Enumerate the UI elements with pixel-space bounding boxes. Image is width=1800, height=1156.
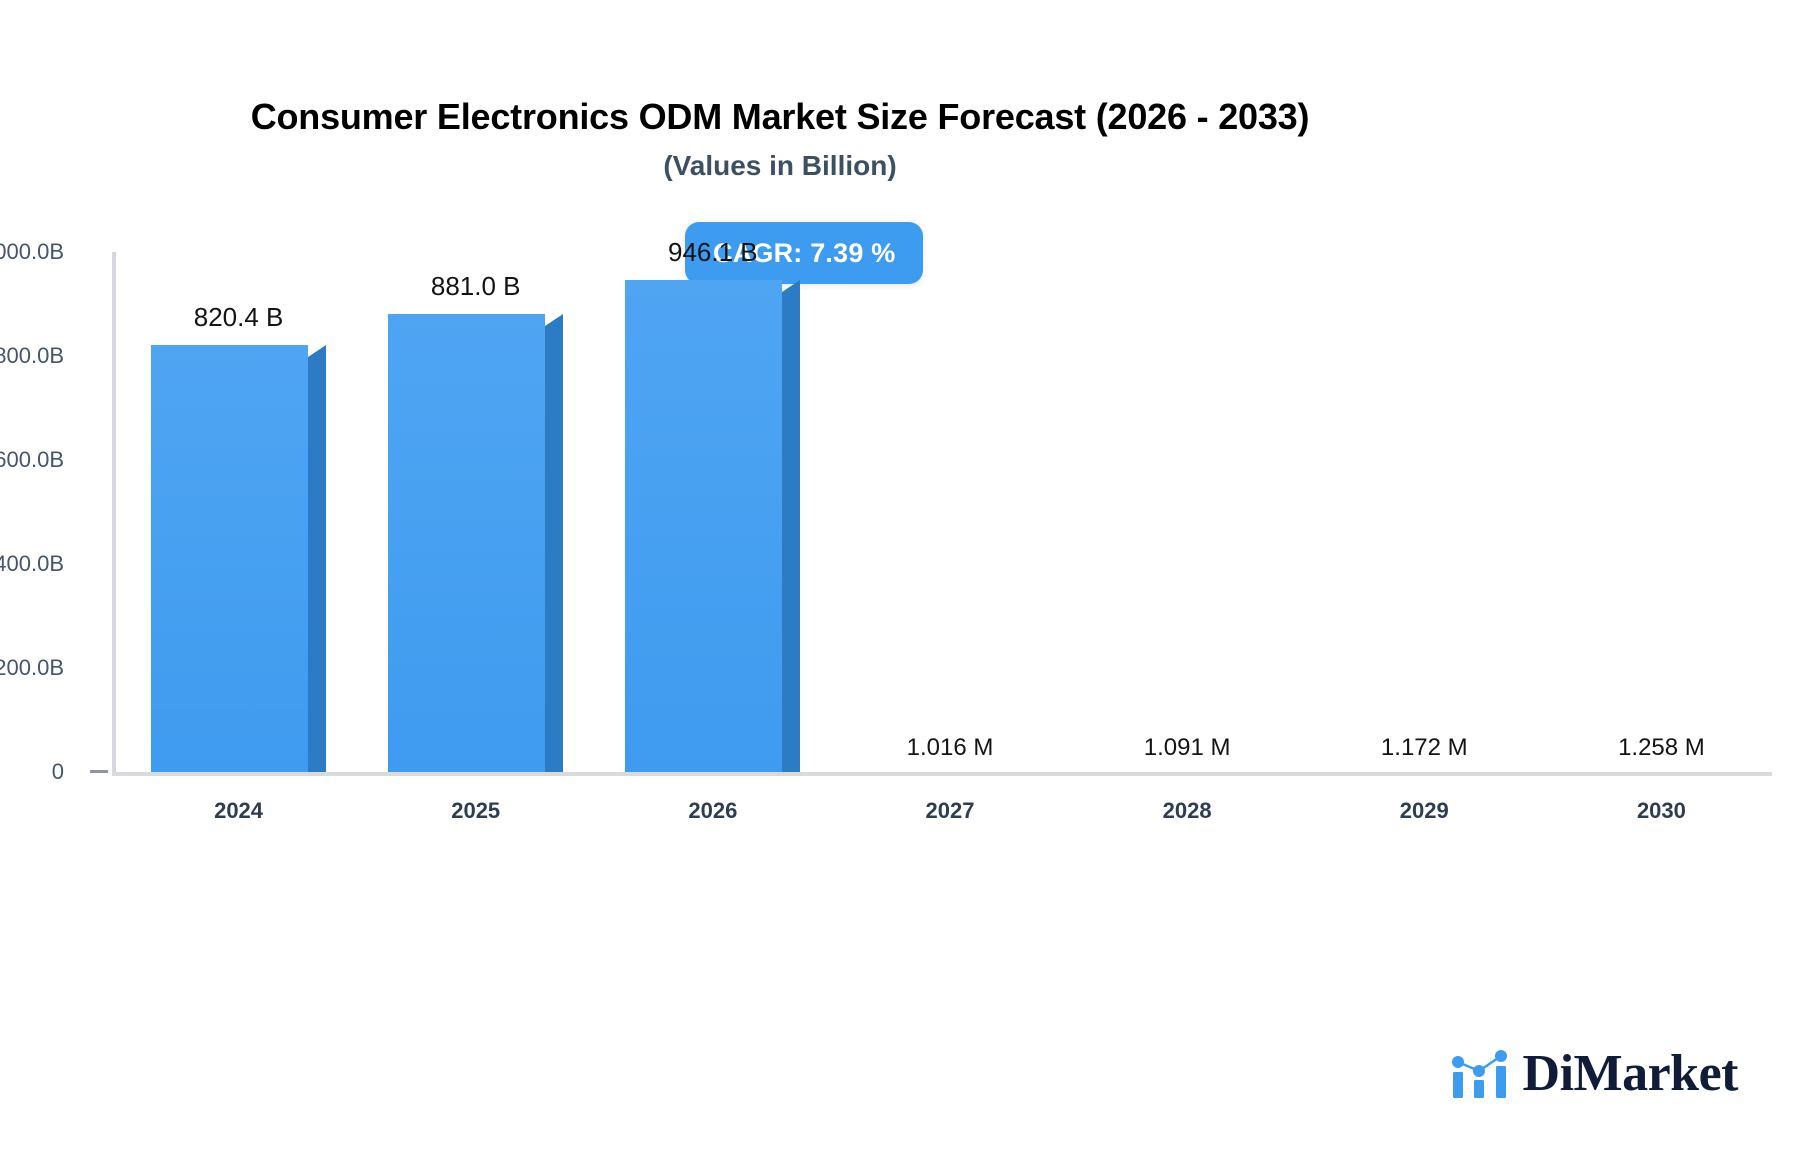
chart-subtitle: (Values in Billion) <box>663 150 897 182</box>
bar-group: 946.1 B <box>625 237 801 772</box>
x-axis-tick-label: 2027 <box>925 798 975 823</box>
x-axis-tick-label: 2025 <box>451 798 501 823</box>
y-axis-zero-tick <box>90 770 108 773</box>
bar-group: 1.016 M <box>863 252 1038 772</box>
plot-area: 0 200.0B 400.0B 600.0B 800.0B 1000.0B 820.4 B… <box>0 237 1772 823</box>
bar-side-top-bevel <box>545 313 564 326</box>
brand-name: DiMarket <box>1522 1045 1739 1102</box>
bar-side-shadow <box>782 292 801 772</box>
bar-value-label: 1.258 M <box>1618 734 1705 761</box>
y-axis-tick-label: 600.0B <box>0 447 64 472</box>
x-axis-line <box>112 772 1772 776</box>
bar-group: 1.172 M <box>1337 252 1512 772</box>
bar-value-label: 1.091 M <box>1143 734 1231 761</box>
bar-side-top-bevel <box>782 280 801 293</box>
page-title: Consumer Electronics ODM Market Size For… <box>250 96 1310 137</box>
y-axis-tick-label: 200.0B <box>0 655 64 680</box>
bar-value-label: 820.4 B <box>193 302 284 333</box>
bar-group: 1.258 M <box>1574 252 1749 772</box>
cagr-badge: CAGR: 7.39 % <box>685 222 924 284</box>
bar-value-label: 1.172 M <box>1380 734 1468 761</box>
y-axis-tick-label: 0 <box>51 759 64 784</box>
bar-value-label: 881.0 B <box>430 270 521 301</box>
bar-chart-icon <box>1451 1050 1507 1098</box>
x-axis-tick-label: 2026 <box>688 798 738 823</box>
bar[interactable] <box>151 345 309 772</box>
x-axis-tick-label: 2029 <box>1399 798 1449 823</box>
bar-group: 881.0 B <box>388 252 564 772</box>
cagr-badge-label: CAGR: 7.39 % <box>713 237 896 268</box>
x-axis-tick-label: 2024 <box>214 798 264 823</box>
title-block: Consumer Electronics ODM Market Size For… <box>0 96 1560 182</box>
bar-side-top-bevel <box>308 345 327 358</box>
bar-value-label: 946.1 B <box>668 237 758 268</box>
bar-value-label: 1.016 M <box>906 734 994 761</box>
x-axis-tick-label: 2028 <box>1162 798 1212 823</box>
y-axis-tick-label: 400.0B <box>0 551 64 576</box>
y-axis-tick-label: 1000.0B <box>0 239 64 264</box>
bar[interactable] <box>625 280 783 772</box>
bar-group: 820.4 B <box>151 252 327 772</box>
x-axis-tick-label: 2030 <box>1636 798 1686 823</box>
bar-side-shadow <box>308 357 327 772</box>
brand-logo: DiMarket <box>1451 1045 1739 1102</box>
y-axis-tick-label: 800.0B <box>0 343 64 368</box>
bar[interactable] <box>388 313 546 772</box>
bar-side-shadow <box>545 325 564 772</box>
y-axis-line <box>112 252 116 772</box>
bar-group: 1.091 M <box>1100 252 1275 772</box>
